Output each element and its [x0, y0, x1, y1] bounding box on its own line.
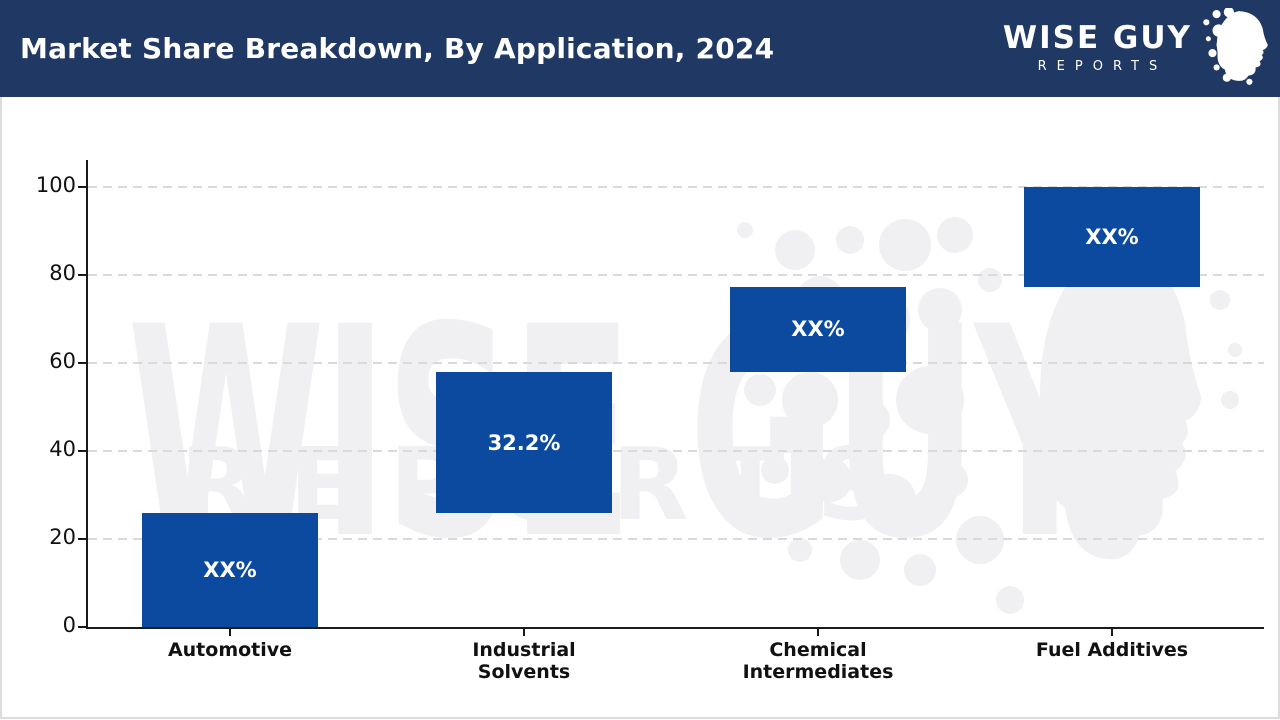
y-axis-tick-label: 80 [49, 261, 76, 285]
x-axis-label: Automotive [167, 639, 293, 661]
watermark-dotted-face-icon [737, 217, 1242, 614]
bar: XX% [1024, 187, 1200, 287]
y-axis-tick [78, 450, 86, 452]
logo-wordmark-group: WISE GUY REPORTS [1002, 20, 1192, 75]
chart-title: Market Share Breakdown, By Application, … [20, 32, 775, 65]
y-axis-tick [78, 274, 86, 276]
y-axis-tick-label: 60 [49, 349, 76, 373]
y-axis-tick-label: 0 [62, 613, 76, 637]
x-axis-tick [817, 629, 819, 636]
gridline [88, 538, 1264, 540]
y-axis-tick [78, 186, 86, 188]
x-axis-label: Chemical Intermediates [742, 639, 894, 683]
bar-value-label: XX% [203, 558, 257, 583]
bar: 32.2% [436, 371, 612, 514]
y-axis-tick-label: 100 [35, 173, 76, 197]
logo-wordmark: WISE GUY [1002, 20, 1192, 56]
gridline [88, 274, 1264, 276]
logo-dotted-face-icon [1203, 7, 1268, 85]
logo: WISE GUY REPORTS [1002, 7, 1280, 90]
y-axis-tick [78, 626, 86, 628]
bar-value-label: XX% [1085, 224, 1139, 249]
gridline [88, 186, 1264, 188]
x-axis-label: Fuel Additives [1035, 639, 1189, 661]
x-axis-tick [229, 629, 231, 636]
header-bar: Market Share Breakdown, By Application, … [0, 0, 1280, 97]
gridline [88, 362, 1264, 364]
y-axis-tick [78, 538, 86, 540]
y-axis-line [86, 160, 88, 629]
y-axis-tick [78, 362, 86, 364]
bar-value-label: XX% [791, 317, 845, 342]
y-axis-tick-label: 40 [49, 437, 76, 461]
logo-sub-wordmark: REPORTS [1037, 59, 1168, 74]
x-axis-tick [523, 629, 525, 636]
gridline [88, 450, 1264, 452]
bar: XX% [730, 286, 906, 372]
x-axis-tick [1111, 629, 1113, 636]
x-axis-label: Industrial Solvents [472, 639, 576, 683]
y-axis-tick-label: 20 [49, 525, 76, 549]
bar: XX% [142, 513, 318, 627]
x-axis-line [86, 627, 1264, 629]
bar-value-label: 32.2% [487, 430, 561, 455]
